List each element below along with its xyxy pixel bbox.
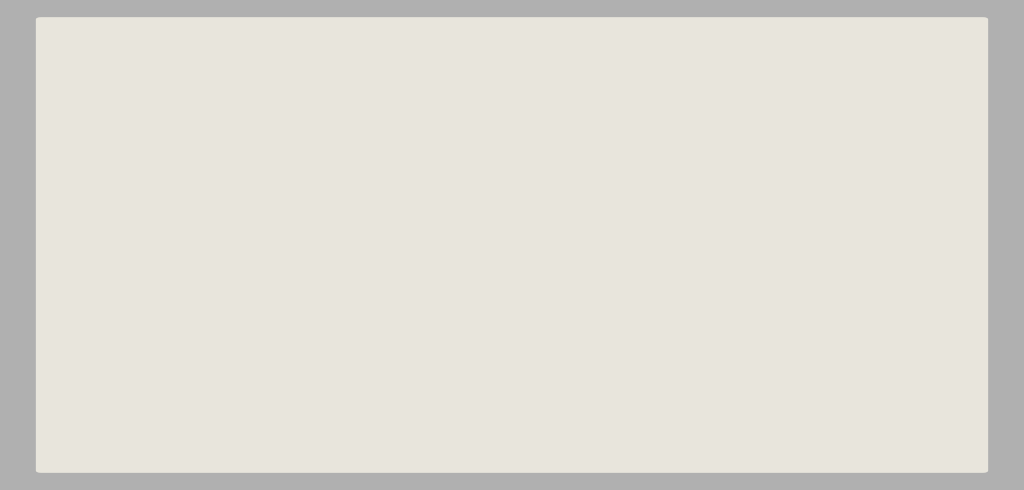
Text: and: and [572, 408, 610, 422]
Text: ?: ? [622, 408, 630, 422]
Text: 2: 2 [475, 353, 482, 363]
Text: b: b [610, 408, 620, 422]
Text: What is the equivalent capacitance (in μF) between: What is the equivalent capacitance (in μ… [65, 408, 466, 422]
Text: b: b [592, 347, 602, 363]
Circle shape [644, 329, 676, 361]
Text: 8.00 μF: 8.00 μF [375, 254, 427, 269]
Text: 2: 2 [259, 212, 266, 221]
Text: 1: 1 [556, 51, 563, 61]
Text: =: = [760, 45, 783, 59]
Text: =: = [568, 45, 592, 59]
Text: C: C [345, 74, 356, 92]
Text: μF and C: μF and C [648, 45, 724, 59]
Text: C: C [455, 341, 466, 359]
Text: μF.: μF. [840, 45, 867, 59]
Text: Consider the circuit shown in the figure, where C: Consider the circuit shown in the figure… [65, 45, 458, 59]
Text: μF: μF [205, 439, 223, 454]
Text: i: i [658, 339, 662, 351]
Text: C: C [240, 199, 251, 218]
Text: 2: 2 [748, 51, 755, 61]
Bar [65, 435, 195, 457]
Text: C: C [571, 199, 583, 218]
Text: a: a [558, 408, 567, 422]
Text: 3.85: 3.85 [600, 45, 640, 59]
Text: 1: 1 [592, 212, 598, 221]
Text: 1: 1 [364, 85, 371, 95]
Text: a: a [213, 79, 222, 95]
Text: 1.60: 1.60 [792, 45, 831, 59]
